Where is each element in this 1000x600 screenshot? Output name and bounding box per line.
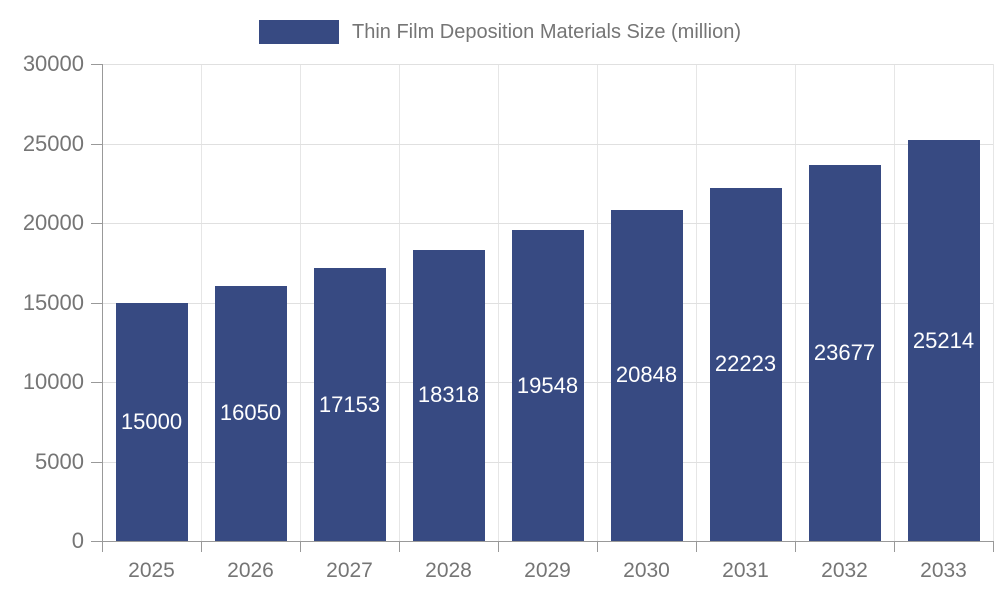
bar-value-label: 25214 (912, 327, 975, 353)
x-tick (597, 541, 598, 552)
y-tick-label: 5000 (35, 448, 84, 474)
x-tick-label: 2032 (821, 559, 868, 582)
bar-value-label: 18318 (417, 382, 480, 408)
y-tick-label: 25000 (22, 130, 84, 156)
bar (511, 230, 584, 541)
x-tick (795, 541, 796, 552)
x-tick-label: 2026 (227, 559, 274, 582)
y-tick (91, 302, 102, 304)
x-tick (696, 541, 697, 552)
bar-value-label: 17153 (318, 391, 381, 417)
bar-value-label: 16050 (219, 400, 282, 426)
x-tick-label: 2028 (425, 559, 472, 582)
bar (214, 285, 287, 541)
y-tick (91, 461, 102, 463)
legend-swatch[interactable] (259, 20, 339, 44)
y-tick (91, 143, 102, 145)
x-axis-line (102, 541, 994, 542)
legend-label[interactable]: Thin Film Deposition Materials Size (mil… (352, 21, 741, 43)
bar (115, 302, 188, 541)
bar (412, 249, 485, 541)
bar (709, 187, 782, 541)
h-gridline (102, 64, 993, 65)
y-tick-label: 20000 (22, 210, 84, 235)
x-tick-label: 2031 (722, 559, 769, 582)
x-tick (300, 541, 301, 552)
y-tick (91, 64, 102, 65)
h-gridline (102, 143, 993, 145)
bar-value-label: 23677 (813, 339, 876, 365)
bar (907, 140, 980, 541)
x-tick-label: 2030 (623, 559, 670, 582)
bar (610, 209, 683, 541)
bar-value-label: 15000 (120, 408, 183, 434)
bar-value-label: 19548 (516, 372, 579, 398)
x-tick (894, 541, 895, 552)
bar-value-label: 20848 (615, 362, 678, 388)
x-tick (498, 541, 499, 552)
x-tick-label: 2029 (524, 559, 571, 582)
bar-value-label: 22223 (714, 351, 777, 377)
h-gridline (102, 223, 993, 224)
v-gridline (993, 64, 994, 541)
x-tick-label: 2025 (128, 559, 175, 582)
y-axis-line (102, 64, 103, 542)
x-tick (993, 541, 994, 552)
x-tick (399, 541, 400, 552)
x-tick (102, 541, 103, 552)
y-tick-label: 30000 (22, 51, 84, 76)
y-tick-label: 10000 (22, 369, 84, 394)
legend: Thin Film Deposition Materials Size (mil… (0, 20, 1000, 44)
y-tick-label: 0 (71, 528, 84, 553)
x-tick-label: 2027 (326, 559, 373, 582)
x-tick-label: 2033 (920, 559, 967, 582)
bar (313, 268, 386, 541)
x-tick (201, 541, 202, 552)
y-tick (91, 223, 102, 224)
y-tick (91, 382, 102, 383)
bar (808, 164, 881, 541)
y-tick (91, 541, 102, 542)
y-tick-label: 15000 (22, 289, 84, 315)
